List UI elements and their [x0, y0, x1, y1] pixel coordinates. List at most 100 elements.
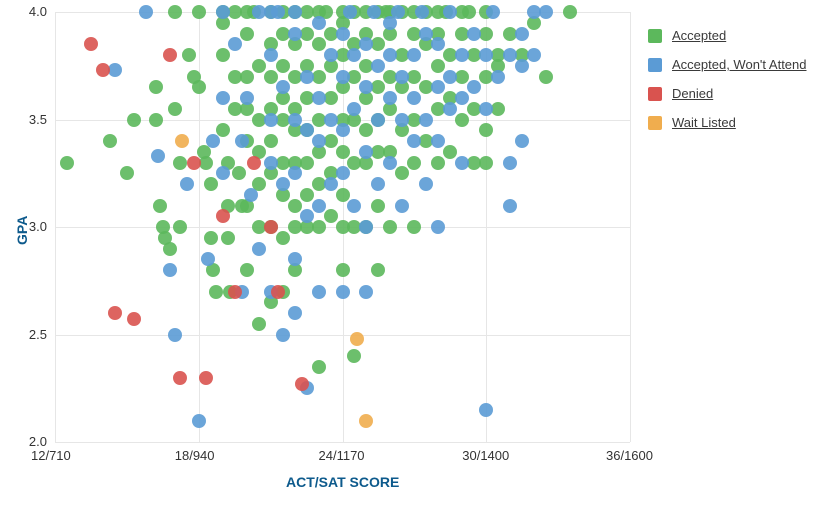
data-point[interactable]	[455, 156, 469, 170]
data-point[interactable]	[395, 166, 409, 180]
data-point[interactable]	[295, 377, 309, 391]
data-point[interactable]	[563, 5, 577, 19]
data-point[interactable]	[96, 63, 110, 77]
data-point[interactable]	[479, 102, 493, 116]
data-point[interactable]	[216, 91, 230, 105]
data-point[interactable]	[60, 156, 74, 170]
data-point[interactable]	[149, 113, 163, 127]
data-point[interactable]	[271, 5, 285, 19]
data-point[interactable]	[479, 123, 493, 137]
data-point[interactable]	[336, 145, 350, 159]
data-point[interactable]	[479, 156, 493, 170]
data-point[interactable]	[149, 80, 163, 94]
data-point[interactable]	[443, 102, 457, 116]
data-point[interactable]	[247, 156, 261, 170]
legend-item-denied[interactable]: Denied	[648, 86, 807, 101]
data-point[interactable]	[271, 285, 285, 299]
data-point[interactable]	[151, 149, 165, 163]
data-point[interactable]	[503, 156, 517, 170]
data-point[interactable]	[539, 5, 553, 19]
data-point[interactable]	[204, 231, 218, 245]
data-point[interactable]	[486, 5, 500, 19]
data-point[interactable]	[371, 199, 385, 213]
data-point[interactable]	[395, 70, 409, 84]
data-point[interactable]	[168, 328, 182, 342]
data-point[interactable]	[467, 27, 481, 41]
data-point[interactable]	[276, 80, 290, 94]
data-point[interactable]	[419, 27, 433, 41]
data-point[interactable]	[407, 156, 421, 170]
data-point[interactable]	[163, 263, 177, 277]
data-point[interactable]	[192, 5, 206, 19]
data-point[interactable]	[515, 134, 529, 148]
data-point[interactable]	[240, 70, 254, 84]
data-point[interactable]	[288, 113, 302, 127]
data-point[interactable]	[407, 91, 421, 105]
data-point[interactable]	[153, 199, 167, 213]
data-point[interactable]	[443, 5, 457, 19]
data-point[interactable]	[127, 312, 141, 326]
data-point[interactable]	[240, 91, 254, 105]
data-point[interactable]	[407, 70, 421, 84]
data-point[interactable]	[300, 188, 314, 202]
data-point[interactable]	[347, 48, 361, 62]
data-point[interactable]	[324, 48, 338, 62]
data-point[interactable]	[479, 27, 493, 41]
data-point[interactable]	[359, 123, 373, 137]
data-point[interactable]	[324, 209, 338, 223]
data-point[interactable]	[324, 113, 338, 127]
data-point[interactable]	[312, 134, 326, 148]
data-point[interactable]	[108, 63, 122, 77]
data-point[interactable]	[479, 48, 493, 62]
data-point[interactable]	[343, 5, 357, 19]
data-point[interactable]	[288, 199, 302, 213]
data-point[interactable]	[407, 220, 421, 234]
data-point[interactable]	[359, 285, 373, 299]
data-point[interactable]	[228, 285, 242, 299]
data-point[interactable]	[232, 166, 246, 180]
data-point[interactable]	[163, 242, 177, 256]
data-point[interactable]	[324, 134, 338, 148]
data-point[interactable]	[264, 220, 278, 234]
legend-item-accepted_wont_attend[interactable]: Accepted, Won't Attend	[648, 57, 807, 72]
data-point[interactable]	[199, 156, 213, 170]
data-point[interactable]	[383, 91, 397, 105]
data-point[interactable]	[383, 48, 397, 62]
data-point[interactable]	[228, 37, 242, 51]
data-point[interactable]	[479, 403, 493, 417]
data-point[interactable]	[288, 166, 302, 180]
data-point[interactable]	[103, 134, 117, 148]
data-point[interactable]	[312, 91, 326, 105]
data-point[interactable]	[276, 328, 290, 342]
data-point[interactable]	[156, 220, 170, 234]
data-point[interactable]	[347, 199, 361, 213]
data-point[interactable]	[312, 285, 326, 299]
data-point[interactable]	[347, 70, 361, 84]
data-point[interactable]	[419, 177, 433, 191]
data-point[interactable]	[395, 199, 409, 213]
data-point[interactable]	[175, 134, 189, 148]
data-point[interactable]	[527, 48, 541, 62]
data-point[interactable]	[127, 113, 141, 127]
data-point[interactable]	[173, 371, 187, 385]
data-point[interactable]	[192, 80, 206, 94]
data-point[interactable]	[443, 70, 457, 84]
data-point[interactable]	[515, 59, 529, 73]
data-point[interactable]	[371, 59, 385, 73]
data-point[interactable]	[347, 102, 361, 116]
data-point[interactable]	[264, 48, 278, 62]
data-point[interactable]	[391, 5, 405, 19]
data-point[interactable]	[216, 48, 230, 62]
data-point[interactable]	[350, 332, 364, 346]
data-point[interactable]	[288, 5, 302, 19]
data-point[interactable]	[359, 37, 373, 51]
data-point[interactable]	[244, 188, 258, 202]
data-point[interactable]	[336, 123, 350, 137]
data-point[interactable]	[347, 349, 361, 363]
data-point[interactable]	[371, 113, 385, 127]
data-point[interactable]	[431, 59, 445, 73]
data-point[interactable]	[359, 145, 373, 159]
data-point[interactable]	[371, 177, 385, 191]
data-point[interactable]	[371, 263, 385, 277]
data-point[interactable]	[431, 37, 445, 51]
